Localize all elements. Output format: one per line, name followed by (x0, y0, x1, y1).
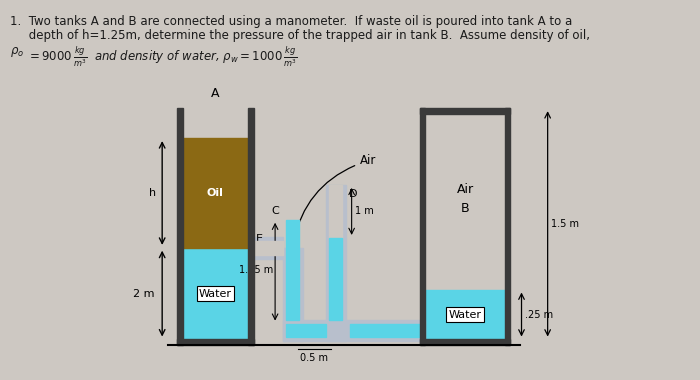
Text: $\rho_o$: $\rho_o$ (10, 44, 25, 59)
Text: 0.5 m: 0.5 m (300, 353, 328, 363)
Text: depth of h=1.25m, determine the pressure of the trapped air in tank B.  Assume d: depth of h=1.25m, determine the pressure… (10, 28, 590, 41)
Bar (329, 185, 342, 238)
Bar (283, 248, 303, 342)
Bar (286, 220, 300, 320)
Text: Air: Air (293, 154, 377, 242)
Text: 2 m: 2 m (133, 289, 154, 299)
Text: A: A (211, 87, 220, 100)
Text: Water: Water (199, 289, 232, 299)
Bar (183, 248, 248, 339)
Text: B: B (461, 203, 470, 215)
Text: C: C (271, 206, 279, 216)
Bar (420, 339, 510, 345)
Text: .25 m: .25 m (525, 310, 554, 320)
Bar (505, 108, 510, 345)
Text: h: h (149, 188, 156, 198)
Bar (248, 108, 253, 345)
Bar (420, 108, 426, 345)
Bar (329, 238, 342, 320)
Bar (286, 323, 326, 337)
Bar (183, 138, 248, 248)
Text: D: D (349, 189, 357, 199)
Text: $= 9000\,\frac{kg}{m^3}$: $= 9000\,\frac{kg}{m^3}$ (27, 44, 88, 69)
Text: Air: Air (456, 182, 474, 195)
Text: 1.  Two tanks A and B are connected using a manometer.  If waste oil is poured i: 1. Two tanks A and B are connected using… (10, 15, 573, 28)
Bar (177, 108, 183, 345)
Bar (350, 323, 426, 337)
Bar (253, 237, 283, 259)
Text: 1.5 m: 1.5 m (552, 219, 580, 229)
Text: Oil: Oil (207, 188, 224, 198)
Bar (426, 290, 505, 339)
Text: and density of water, $\rho_w = 1000\,\frac{kg}{m^3}$: and density of water, $\rho_w = 1000\,\f… (94, 44, 298, 69)
Text: 1.25 m: 1.25 m (239, 265, 273, 275)
Bar (326, 185, 346, 342)
Bar (426, 114, 505, 290)
Bar (346, 320, 426, 342)
Text: 1 m: 1 m (356, 206, 374, 217)
Bar (286, 220, 300, 248)
Bar (253, 241, 283, 255)
Bar (286, 323, 326, 337)
Bar (420, 108, 510, 114)
Text: Water: Water (449, 310, 482, 320)
Bar (177, 339, 253, 345)
Bar (283, 320, 346, 342)
Text: E: E (256, 234, 262, 244)
